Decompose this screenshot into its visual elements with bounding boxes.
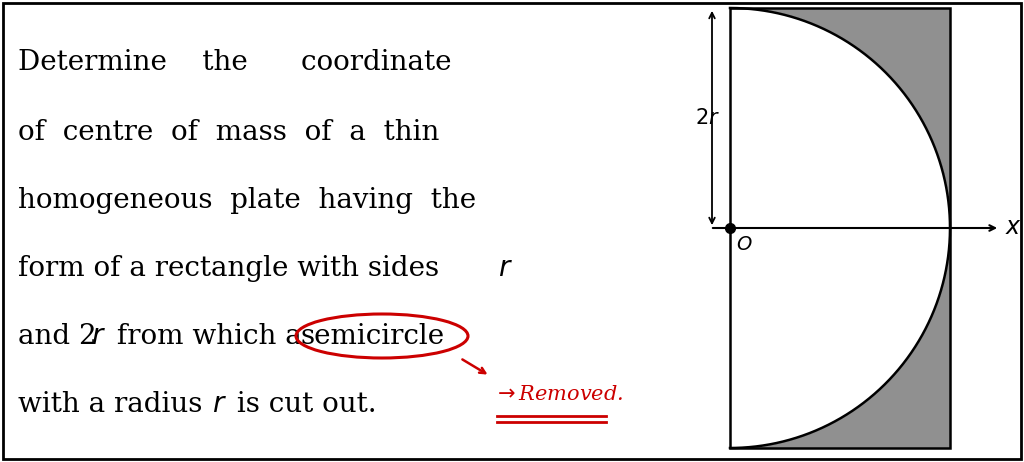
Text: $r$: $r$ bbox=[212, 390, 227, 418]
Text: homogeneous  plate  having  the: homogeneous plate having the bbox=[18, 187, 476, 213]
Text: is cut out.: is cut out. bbox=[228, 390, 377, 418]
Text: and 2: and 2 bbox=[18, 322, 96, 349]
Bar bbox=[730, 8, 950, 448]
Polygon shape bbox=[730, 8, 950, 448]
Text: form of a rectangle with sides: form of a rectangle with sides bbox=[18, 255, 449, 281]
Text: $x$: $x$ bbox=[1005, 217, 1022, 239]
Text: from which a: from which a bbox=[108, 322, 310, 349]
Bar bbox=[730, 8, 950, 448]
Text: of  centre  of  mass  of  a  thin: of centre of mass of a thin bbox=[18, 118, 439, 146]
Text: $r$: $r$ bbox=[498, 255, 513, 281]
Text: $\rightarrow$Removed.: $\rightarrow$Removed. bbox=[493, 385, 624, 404]
Text: $2r$: $2r$ bbox=[695, 108, 720, 128]
Text: Determine    the      coordinate: Determine the coordinate bbox=[18, 49, 452, 75]
Text: $O$: $O$ bbox=[736, 236, 753, 254]
Text: semicircle: semicircle bbox=[301, 322, 445, 349]
Text: with a radius: with a radius bbox=[18, 390, 211, 418]
Text: $r$: $r$ bbox=[91, 322, 105, 349]
